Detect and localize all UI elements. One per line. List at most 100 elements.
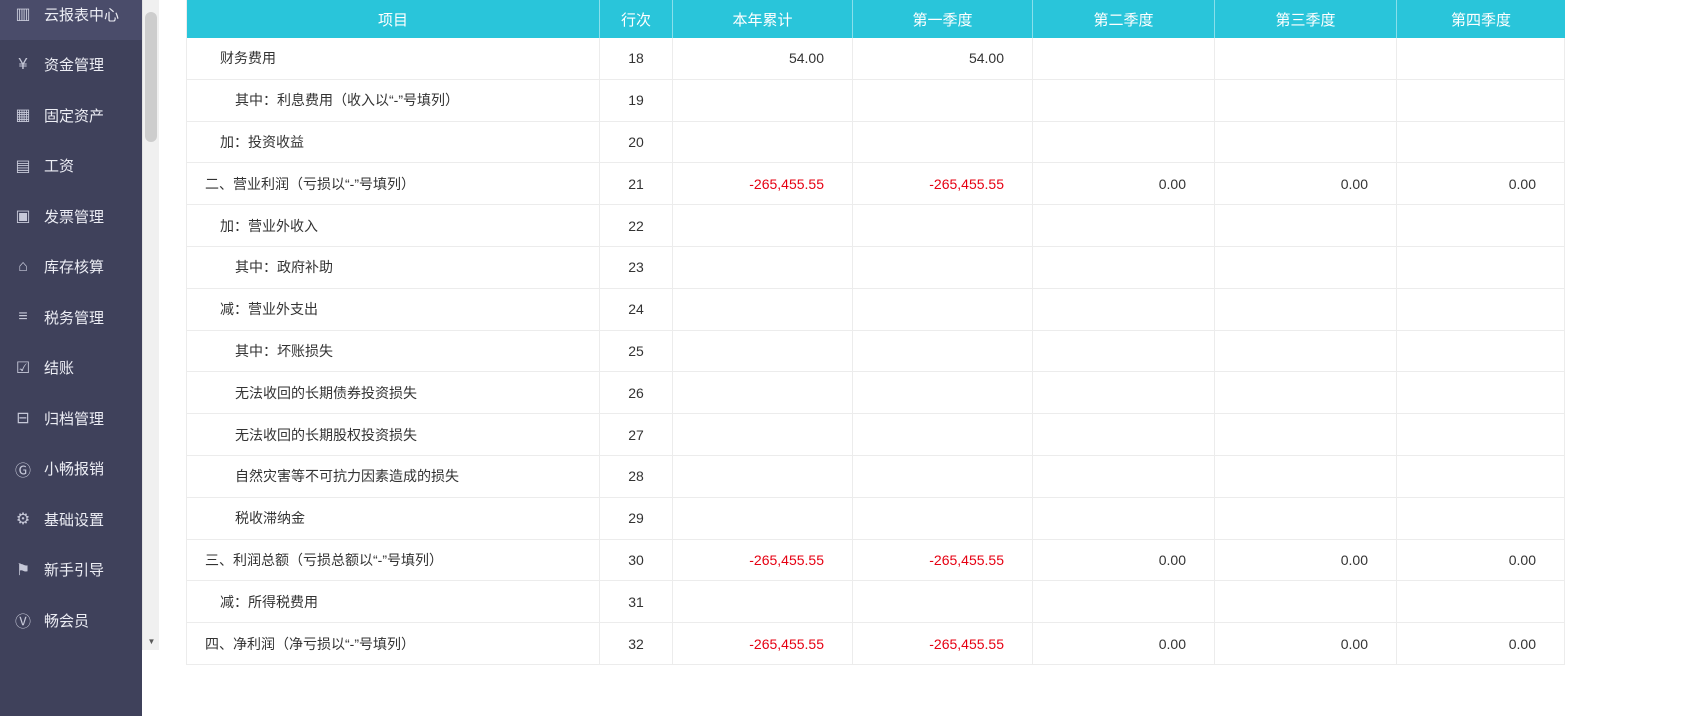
value-cell bbox=[1215, 205, 1397, 247]
value-cell bbox=[1033, 79, 1215, 122]
column-header: 项目 bbox=[187, 0, 600, 38]
item-name-cell: 其中：坏账损失 bbox=[187, 330, 600, 373]
value-cell bbox=[673, 330, 853, 373]
item-name-cell: 减：所得税费用 bbox=[187, 581, 600, 624]
building-icon: ▦ bbox=[15, 107, 31, 125]
closing-check-icon: ☑ bbox=[15, 359, 31, 377]
value-cell bbox=[1033, 205, 1215, 247]
value-cell bbox=[1033, 372, 1215, 415]
column-header: 第一季度 bbox=[853, 0, 1033, 38]
sidebar-item-basic-settings[interactable]: ⚙ 基础设置 bbox=[0, 494, 142, 545]
value-cell bbox=[853, 372, 1033, 415]
value-cell bbox=[1215, 246, 1397, 289]
table-header-row: 项目 行次 本年累计 第一季度 第二季度 第三季度 第四季度 bbox=[187, 0, 1565, 38]
value-cell: 0.00 bbox=[1397, 623, 1565, 665]
table-row: 自然灾害等不可抗力因素造成的损失 28 bbox=[187, 455, 1565, 498]
scrollbar-thumb[interactable] bbox=[145, 12, 157, 142]
value-cell bbox=[1397, 246, 1565, 289]
item-name-cell: 财务费用 bbox=[187, 38, 600, 80]
item-name-cell: 其中：利息费用（收入以“-”号填列） bbox=[187, 79, 600, 122]
value-cell: 0.00 bbox=[1215, 539, 1397, 582]
value-cell bbox=[853, 497, 1033, 540]
value-cell bbox=[1215, 288, 1397, 331]
value-cell bbox=[1033, 288, 1215, 331]
value-cell bbox=[1033, 581, 1215, 624]
value-cell: 0.00 bbox=[1033, 623, 1215, 665]
value-cell bbox=[1215, 79, 1397, 122]
table-row: 加：投资收益 20 bbox=[187, 121, 1565, 164]
sidebar-item-invoice-management[interactable]: ▣ 发票管理 bbox=[0, 191, 142, 242]
value-cell bbox=[853, 121, 1033, 164]
value-cell bbox=[673, 455, 853, 498]
value-cell: 0.00 bbox=[1215, 163, 1397, 206]
sidebar-item-closing[interactable]: ☑ 结账 bbox=[0, 343, 142, 394]
value-cell bbox=[1397, 288, 1565, 331]
item-name-cell: 无法收回的长期债券投资损失 bbox=[187, 372, 600, 415]
table-body: 财务费用 18 54.00 54.00 其中：利息费用（收入以“-”号填列） 19 加：投资… bbox=[187, 38, 1565, 665]
table-row: 二、营业利润（亏损以“-”号填列） 21 -265,455.55 -265,455.5… bbox=[187, 163, 1565, 206]
table-row: 其中：利息费用（收入以“-”号填列） 19 bbox=[187, 79, 1565, 122]
value-cell bbox=[673, 497, 853, 540]
sidebar-item-inventory-accounting[interactable]: ⌂ 库存核算 bbox=[0, 242, 142, 293]
sidebar-item-label: 发票管理 bbox=[44, 208, 105, 226]
table-row: 三、利润总额（亏损总额以“-”号填列） 30 -265,455.55 -265,455… bbox=[187, 539, 1565, 582]
sidebar-item-xiaochang-expense[interactable]: Ⓖ 小畅报销 bbox=[0, 444, 142, 495]
value-cell: 54.00 bbox=[853, 38, 1033, 80]
value-cell: -265,455.55 bbox=[673, 623, 853, 665]
value-cell: -265,455.55 bbox=[853, 539, 1033, 582]
value-cell bbox=[853, 288, 1033, 331]
sidebar-item-label: 库存核算 bbox=[44, 259, 105, 277]
value-cell bbox=[673, 288, 853, 331]
sidebar-item-payroll[interactable]: ▤ 工资 bbox=[0, 141, 142, 192]
value-cell: -265,455.55 bbox=[673, 539, 853, 582]
sidebar-item-fund-management[interactable]: ¥ 资金管理 bbox=[0, 40, 142, 91]
value-cell bbox=[673, 372, 853, 415]
sidebar-item-fixed-assets[interactable]: ▦ 固定资产 bbox=[0, 90, 142, 141]
column-header: 行次 bbox=[600, 0, 673, 38]
value-cell bbox=[1215, 414, 1397, 456]
member-v-icon: Ⓥ bbox=[14, 614, 31, 632]
sidebar-item-label: 归档管理 bbox=[44, 410, 105, 428]
sidebar-item-label: 基础设置 bbox=[44, 511, 105, 529]
table-row: 无法收回的长期股权投资损失 27 bbox=[187, 414, 1565, 456]
sidebar-item-archive-management[interactable]: ⊟ 归档管理 bbox=[0, 393, 142, 444]
line-number-cell: 23 bbox=[600, 246, 673, 289]
reimburse-icon: Ⓖ bbox=[14, 462, 31, 480]
value-cell: -265,455.55 bbox=[853, 623, 1033, 665]
sidebar-item-label: 结账 bbox=[44, 360, 75, 378]
column-header: 第三季度 bbox=[1215, 0, 1397, 38]
value-cell bbox=[1397, 372, 1565, 415]
scrollbar-down-button[interactable]: ▼ bbox=[143, 633, 160, 650]
line-number-cell: 29 bbox=[600, 497, 673, 540]
table-row: 税收滞纳金 29 bbox=[187, 497, 1565, 540]
line-number-cell: 25 bbox=[600, 330, 673, 373]
value-cell bbox=[673, 581, 853, 624]
line-number-cell: 19 bbox=[600, 79, 673, 122]
value-cell bbox=[1397, 414, 1565, 456]
sidebar-menu: ▥ 云报表中心 ¥ 资金管理 ▦ 固定资产 ▤ 工资 ▣ 发票管理 ⌂ 库存核算… bbox=[0, 0, 142, 646]
value-cell bbox=[1215, 330, 1397, 373]
line-number-cell: 18 bbox=[600, 38, 673, 80]
sidebar-item-tax-management[interactable]: ≡ 税务管理 bbox=[0, 292, 142, 343]
sidebar-item-label: 云报表中心 bbox=[44, 6, 120, 24]
warehouse-icon: ⌂ bbox=[18, 257, 28, 275]
sidebar-item-label: 资金管理 bbox=[44, 57, 105, 75]
value-cell bbox=[1033, 330, 1215, 373]
tax-icon: ≡ bbox=[18, 308, 28, 326]
value-cell bbox=[1397, 455, 1565, 498]
item-name-cell: 加：营业外收入 bbox=[187, 205, 600, 247]
sidebar-item-cloud-report-center[interactable]: ▥ 云报表中心 bbox=[0, 0, 142, 40]
value-cell bbox=[1215, 581, 1397, 624]
sidebar-item-label: 畅会员 bbox=[44, 612, 90, 630]
sidebar-scrollbar[interactable]: ▼ bbox=[142, 0, 159, 650]
column-header: 第四季度 bbox=[1450, 11, 1511, 29]
value-cell bbox=[853, 79, 1033, 122]
value-cell: 0.00 bbox=[1397, 539, 1565, 582]
item-name-cell: 无法收回的长期股权投资损失 bbox=[187, 414, 600, 456]
sidebar-item-label: 固定资产 bbox=[44, 107, 105, 125]
sidebar-item-beginner-guide[interactable]: ⚑ 新手引导 bbox=[0, 545, 142, 596]
value-cell: 0.00 bbox=[1033, 539, 1215, 582]
invoice-icon: ▣ bbox=[15, 208, 31, 226]
line-number-cell: 21 bbox=[600, 163, 673, 206]
sidebar-item-member[interactable]: Ⓥ 畅会员 bbox=[0, 595, 142, 646]
